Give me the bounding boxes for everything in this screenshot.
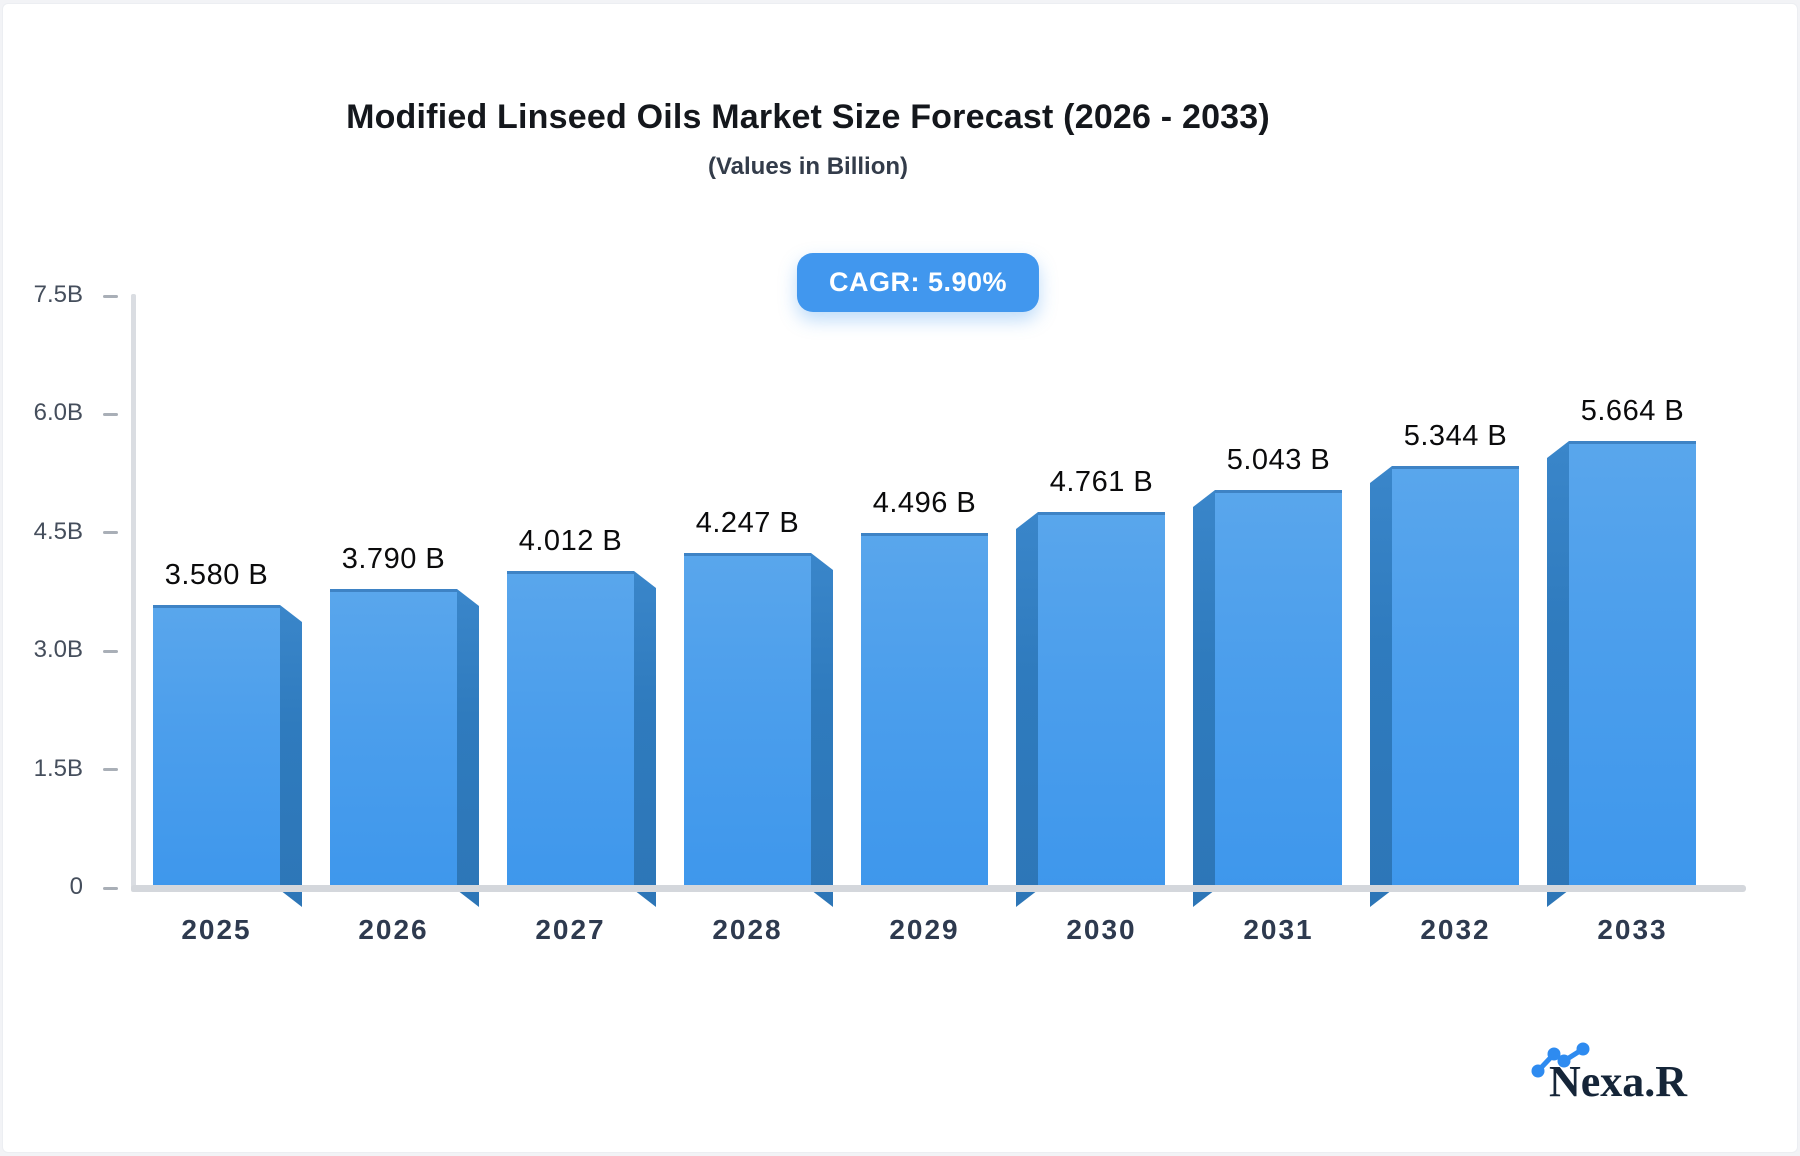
y-axis-line (131, 294, 136, 892)
y-tick-mark (103, 294, 118, 298)
x-axis-label: 2033 (1597, 914, 1668, 945)
bar (861, 533, 988, 890)
bar (1038, 512, 1165, 890)
bar-side-3d (811, 553, 833, 907)
chart-title: Modified Linseed Oils Market Size Foreca… (346, 98, 1270, 136)
bar (507, 571, 634, 890)
bar-value-label: 4.496 B (872, 487, 977, 519)
x-axis-label: 2025 (181, 914, 252, 945)
line-chart-icon (1531, 1042, 1590, 1078)
x-axis-label: 2031 (1243, 914, 1314, 945)
y-tick-mark (103, 649, 118, 653)
bar-value-label: 5.664 B (1580, 395, 1685, 427)
x-axis-label: 2030 (1066, 914, 1137, 945)
bar (330, 589, 457, 890)
bar (1215, 490, 1342, 890)
bar-side-3d (280, 605, 302, 907)
bar-side-3d (457, 589, 479, 907)
bar-value-label: 3.790 B (341, 543, 446, 575)
bar (1392, 466, 1519, 890)
bar-value-label: 5.344 B (1403, 420, 1508, 452)
y-tick-label: 0 (69, 873, 83, 900)
y-tick-label: 1.5B (33, 754, 83, 782)
y-tick-mark (103, 531, 118, 535)
x-axis-label: 2032 (1420, 914, 1491, 945)
y-tick-label: 6.0B (33, 399, 83, 427)
chart-card: Modified Linseed Oils Market Size Foreca… (2, 3, 1798, 1153)
bar-side-3d (1016, 512, 1038, 907)
x-axis-label: 2029 (889, 914, 960, 945)
bar (684, 553, 811, 890)
bar-value-label: 5.043 B (1226, 444, 1331, 476)
bar-value-label: 3.580 B (164, 559, 269, 591)
x-axis-label: 2026 (358, 914, 429, 945)
bar (1569, 441, 1696, 890)
bar (153, 605, 280, 890)
y-tick-label: 7.5B (33, 281, 83, 309)
brand-logo: Nexa.R (1549, 1057, 1688, 1106)
bar-side-3d (1193, 490, 1215, 907)
bar-value-label: 4.012 B (518, 525, 623, 557)
x-axis-label: 2028 (712, 914, 783, 945)
x-axis-baseline (131, 885, 1746, 892)
bar-side-3d (1547, 441, 1569, 907)
x-axis-label: 2027 (535, 914, 606, 945)
y-tick-label: 4.5B (33, 517, 83, 545)
bar-side-3d (634, 571, 656, 907)
bar-value-label: 4.247 B (695, 507, 800, 539)
bar-value-label: 4.761 B (1049, 466, 1154, 498)
y-tick-mark (103, 412, 118, 416)
y-tick-mark (103, 886, 118, 890)
y-tick-label: 3.0B (33, 636, 83, 664)
y-tick-mark (103, 768, 118, 772)
bar-side-3d (1370, 466, 1392, 907)
cagr-badge: CAGR: 5.90% (796, 253, 1040, 312)
chart-subtitle: (Values in Billion) (707, 153, 909, 180)
